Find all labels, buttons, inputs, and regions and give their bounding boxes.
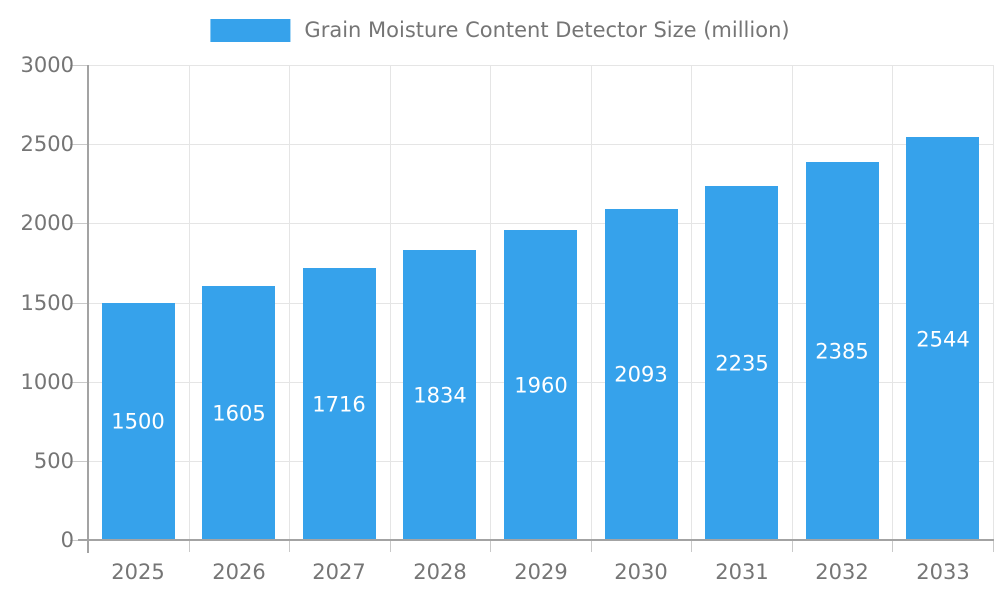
x-tick: [490, 540, 491, 552]
v-gridline: [792, 65, 793, 540]
bar-value-label: 2235: [715, 351, 769, 376]
bar-value-label: 2544: [916, 327, 970, 352]
x-axis-label: 2030: [614, 560, 668, 584]
y-tick: [70, 223, 88, 224]
h-gridline: [88, 223, 993, 224]
bar[interactable]: [806, 162, 879, 540]
x-axis-label: 2032: [815, 560, 869, 584]
x-tick: [289, 540, 290, 552]
v-gridline: [490, 65, 491, 540]
y-axis-tick-label: 2000: [20, 211, 74, 235]
x-tick: [591, 540, 592, 552]
bar[interactable]: [202, 286, 275, 540]
x-axis-label: 2026: [212, 560, 266, 584]
y-tick: [70, 144, 88, 145]
bar-value-label: 1605: [212, 401, 266, 426]
x-tick: [993, 540, 994, 552]
x-tick: [691, 540, 692, 552]
x-axis-label: 2028: [413, 560, 467, 584]
v-gridline: [189, 65, 190, 540]
bar[interactable]: [403, 250, 476, 540]
bar-value-label: 2093: [614, 362, 668, 387]
bar-value-label: 2385: [815, 339, 869, 364]
x-axis-label: 2027: [312, 560, 366, 584]
v-gridline: [289, 65, 290, 540]
bar-value-label: 1500: [111, 409, 165, 434]
y-axis-tick-label: 1000: [20, 370, 74, 394]
x-axis-label: 2029: [514, 560, 568, 584]
y-axis-tick-label: 1500: [20, 291, 74, 315]
bar[interactable]: [303, 268, 376, 540]
y-tick: [70, 65, 88, 66]
x-tick: [792, 540, 793, 552]
x-tick: [189, 540, 190, 552]
y-tick: [70, 382, 88, 383]
y-tick: [70, 461, 88, 462]
x-axis-label: 2025: [111, 560, 165, 584]
x-axis-label: 2033: [916, 560, 970, 584]
x-axis-line: [78, 539, 994, 541]
bar[interactable]: [605, 209, 678, 540]
y-axis-line: [87, 65, 89, 553]
v-gridline: [691, 65, 692, 540]
v-gridline: [591, 65, 592, 540]
h-gridline: [88, 144, 993, 145]
legend[interactable]: Grain Moisture Content Detector Size (mi…: [210, 18, 790, 42]
y-axis-tick-label: 3000: [20, 53, 74, 77]
y-axis-tick-label: 500: [33, 449, 74, 473]
bar-value-label: 1960: [514, 373, 568, 398]
bar-value-label: 1834: [413, 383, 467, 408]
bar[interactable]: [504, 230, 577, 540]
y-axis-tick-label: 0: [60, 528, 74, 552]
bar-value-label: 1716: [312, 392, 366, 417]
x-axis-label: 2031: [715, 560, 769, 584]
y-tick: [70, 303, 88, 304]
bar[interactable]: [705, 186, 778, 540]
h-gridline: [88, 65, 993, 66]
v-gridline: [892, 65, 893, 540]
legend-swatch: [210, 18, 291, 42]
x-tick: [390, 540, 391, 552]
bar[interactable]: [906, 137, 979, 540]
v-gridline: [993, 65, 994, 540]
x-tick: [892, 540, 893, 552]
v-gridline: [390, 65, 391, 540]
legend-label: Grain Moisture Content Detector Size (mi…: [304, 18, 790, 42]
y-axis-tick-label: 2500: [20, 132, 74, 156]
bar[interactable]: [102, 303, 175, 541]
